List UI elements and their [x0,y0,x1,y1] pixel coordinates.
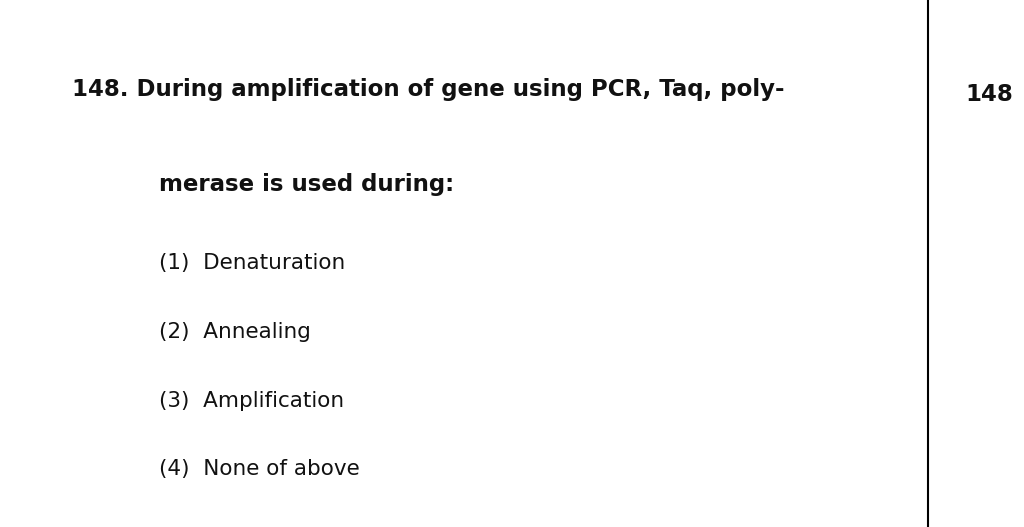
Text: merase is used during:: merase is used during: [159,173,454,196]
Text: (3)  Amplification: (3) Amplification [159,391,344,411]
Text: (2)  Annealing: (2) Annealing [159,322,310,342]
Text: (4)  None of above: (4) None of above [159,459,359,479]
Text: (1)  Denaturation: (1) Denaturation [159,253,345,274]
Text: 148: 148 [966,83,1014,106]
Text: 148. During amplification of gene using PCR, Taq, poly-: 148. During amplification of gene using … [72,78,784,101]
